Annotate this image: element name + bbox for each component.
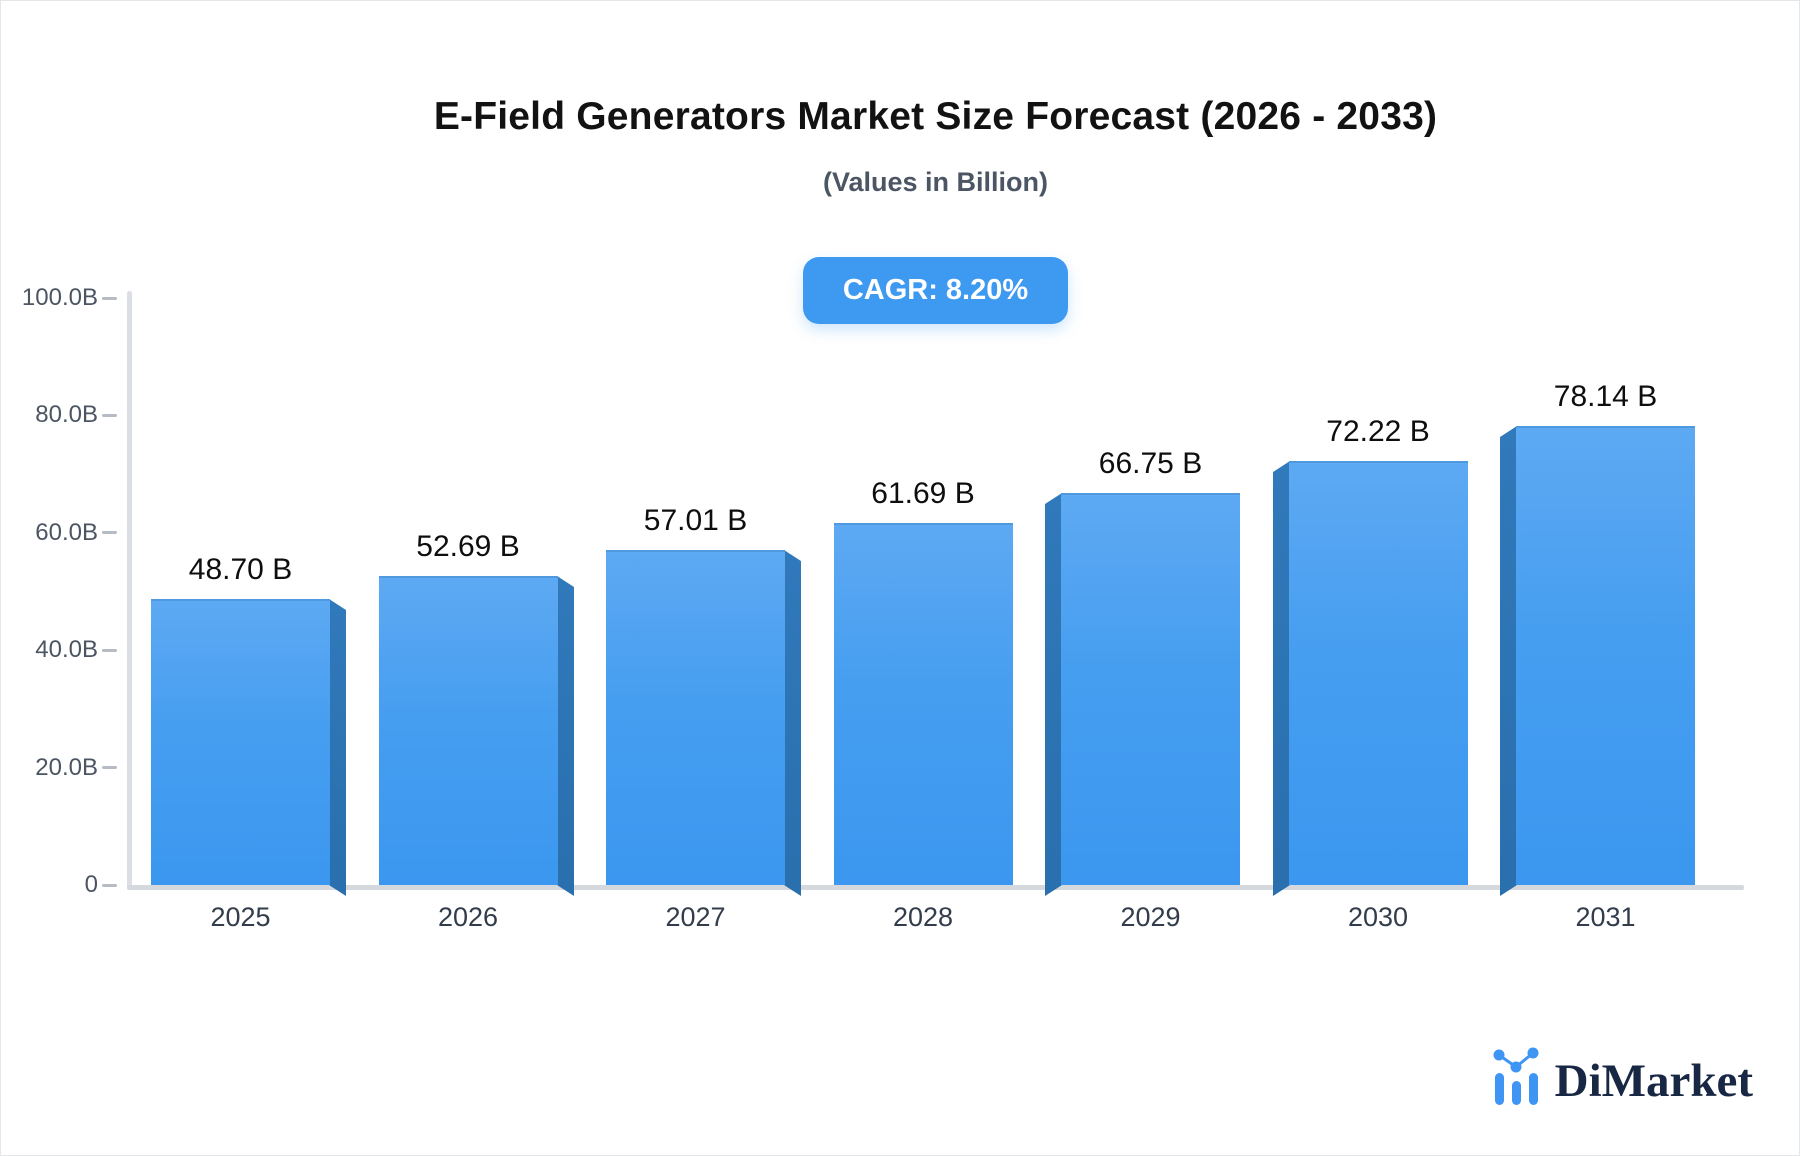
- bar-value-label: 52.69 B: [416, 529, 520, 563]
- bar-line-chart-icon: [1493, 1047, 1539, 1105]
- bar-2028: 61.69 B: [810, 477, 1038, 885]
- y-axis-tick-mark: [102, 883, 117, 887]
- bar-value-label: 72.22 B: [1326, 415, 1430, 449]
- bar-side-panel: [1500, 426, 1517, 897]
- bar-value-label: 66.75 B: [1098, 447, 1203, 481]
- x-axis-label: 2028: [892, 902, 954, 932]
- dimarket-logo: DiMarket: [1493, 1047, 1753, 1105]
- bar-face: [151, 599, 330, 885]
- y-axis-tick-label: 100.0B: [21, 284, 98, 311]
- bar-face: [606, 550, 785, 885]
- y-axis-tick-mark: [102, 413, 117, 417]
- y-axis-tick-mark: [102, 766, 117, 770]
- bar-2025: 48.70 B: [127, 553, 355, 897]
- bar-face: [1516, 426, 1695, 885]
- bar-face: [378, 575, 558, 885]
- bar-face: [1288, 461, 1468, 885]
- bar-side-panel: [784, 550, 801, 897]
- cagr-badge: CAGR: 8.20%: [802, 257, 1069, 324]
- logo-text: DiMarket: [1554, 1055, 1753, 1107]
- x-axis-label: 2027: [665, 902, 726, 932]
- chart-title: E-Field Generators Market Size Forecast …: [433, 95, 1438, 138]
- y-axis-tick-label: 80.0B: [35, 401, 98, 429]
- bar-side-panel: [329, 599, 346, 897]
- bar-face: [833, 522, 1013, 885]
- y-axis-tick-mark: [102, 531, 117, 535]
- x-axis-label: 2029: [1120, 902, 1181, 932]
- bar-2027: 57.01 B: [582, 504, 810, 897]
- x-axis-label: 2026: [437, 902, 499, 932]
- y-axis-tick-label: 0: [84, 871, 98, 898]
- bar-side-panel: [1045, 493, 1062, 897]
- cagr-badge-wrap: CAGR: 8.20%: [127, 257, 1744, 324]
- bar-value-label: 48.70 B: [188, 553, 293, 587]
- x-axis-label: 2031: [1575, 902, 1636, 932]
- bar-value-label: 61.69 B: [871, 476, 975, 510]
- y-axis-tick-label: 60.0B: [35, 518, 98, 546]
- bar-side-panel: [1272, 461, 1290, 897]
- y-axis-tick-mark: [102, 296, 117, 300]
- x-axis-line: [127, 885, 1744, 890]
- chart-subtitle: (Values in Billion): [822, 167, 1049, 197]
- bar-2029: 66.75 B: [1037, 447, 1265, 897]
- y-axis-line: [127, 291, 132, 890]
- x-axis-label: 2025: [210, 902, 271, 932]
- bar-value-label: 57.01 B: [643, 504, 748, 538]
- bar-2031: 78.14 B: [1492, 380, 1720, 897]
- x-axis-label: 2030: [1347, 902, 1409, 932]
- bar-value-label: 78.14 B: [1553, 380, 1658, 414]
- bar-2026: 52.69 B: [355, 530, 583, 897]
- y-axis-tick-label: 20.0B: [35, 753, 98, 781]
- bar-2030: 72.22 B: [1265, 415, 1493, 897]
- plot-area: 48.70 B 52.69 B 57.01 B 61.69 B 66.75 B 72.22…: [127, 298, 1744, 897]
- bar-side-panel: [556, 575, 574, 897]
- y-axis-tick-label: 40.0B: [35, 636, 98, 664]
- bar-face: [1061, 493, 1240, 885]
- y-axis-tick-mark: [102, 648, 117, 652]
